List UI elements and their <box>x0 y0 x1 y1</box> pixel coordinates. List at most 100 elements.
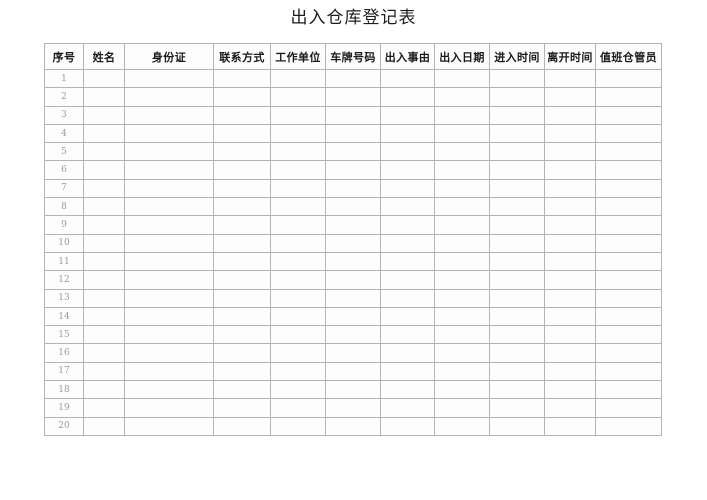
cell-keeper[interactable] <box>595 361 662 382</box>
cell-keeper[interactable] <box>595 270 662 290</box>
cell-contact[interactable] <box>213 87 271 107</box>
cell-id[interactable] <box>124 325 214 345</box>
cell-id[interactable] <box>124 142 214 162</box>
cell-reason[interactable] <box>380 68 435 89</box>
cell-plate[interactable] <box>325 288 381 308</box>
cell-plate[interactable] <box>325 325 381 345</box>
cell-out[interactable] <box>544 288 596 308</box>
cell-contact[interactable] <box>213 251 271 272</box>
cell-name[interactable] <box>83 416 125 436</box>
cell-in[interactable] <box>489 416 545 436</box>
cell-plate[interactable] <box>325 343 381 363</box>
cell-name[interactable] <box>83 87 125 107</box>
cell-plate[interactable] <box>325 215 381 235</box>
cell-reason[interactable] <box>380 142 435 162</box>
cell-name[interactable] <box>83 270 125 290</box>
cell-in[interactable] <box>489 343 545 363</box>
cell-id[interactable] <box>124 343 214 363</box>
cell-plate[interactable] <box>325 105 381 125</box>
cell-contact[interactable] <box>213 343 271 363</box>
cell-name[interactable] <box>83 398 125 418</box>
cell-keeper[interactable] <box>595 306 662 327</box>
cell-reason[interactable] <box>380 123 435 144</box>
cell-out[interactable] <box>544 142 596 162</box>
cell-plate[interactable] <box>325 270 381 290</box>
cell-reason[interactable] <box>380 251 435 272</box>
cell-id[interactable] <box>124 68 214 89</box>
cell-reason[interactable] <box>380 398 435 418</box>
cell-plate[interactable] <box>325 361 381 382</box>
cell-contact[interactable] <box>213 416 271 436</box>
cell-in[interactable] <box>489 68 545 89</box>
cell-keeper[interactable] <box>595 416 662 436</box>
cell-contact[interactable] <box>213 380 271 400</box>
cell-reason[interactable] <box>380 87 435 107</box>
cell-out[interactable] <box>544 160 596 180</box>
cell-reason[interactable] <box>380 105 435 125</box>
cell-date[interactable] <box>434 123 490 144</box>
cell-id[interactable] <box>124 123 214 144</box>
cell-unit[interactable] <box>270 233 326 253</box>
cell-date[interactable] <box>434 68 490 89</box>
cell-out[interactable] <box>544 68 596 89</box>
cell-date[interactable] <box>434 270 490 290</box>
cell-date[interactable] <box>434 233 490 253</box>
cell-reason[interactable] <box>380 178 435 199</box>
cell-id[interactable] <box>124 270 214 290</box>
cell-contact[interactable] <box>213 105 271 125</box>
cell-contact[interactable] <box>213 178 271 199</box>
cell-in[interactable] <box>489 142 545 162</box>
cell-date[interactable] <box>434 325 490 345</box>
cell-in[interactable] <box>489 288 545 308</box>
cell-out[interactable] <box>544 178 596 199</box>
cell-plate[interactable] <box>325 160 381 180</box>
cell-out[interactable] <box>544 105 596 125</box>
cell-plate[interactable] <box>325 178 381 199</box>
cell-id[interactable] <box>124 178 214 199</box>
cell-keeper[interactable] <box>595 325 662 345</box>
cell-out[interactable] <box>544 215 596 235</box>
cell-name[interactable] <box>83 142 125 162</box>
cell-date[interactable] <box>434 178 490 199</box>
cell-id[interactable] <box>124 215 214 235</box>
cell-contact[interactable] <box>213 197 271 217</box>
cell-keeper[interactable] <box>595 380 662 400</box>
cell-date[interactable] <box>434 215 490 235</box>
cell-out[interactable] <box>544 197 596 217</box>
cell-unit[interactable] <box>270 398 326 418</box>
cell-out[interactable] <box>544 325 596 345</box>
cell-plate[interactable] <box>325 142 381 162</box>
cell-name[interactable] <box>83 123 125 144</box>
cell-keeper[interactable] <box>595 251 662 272</box>
cell-out[interactable] <box>544 398 596 418</box>
cell-contact[interactable] <box>213 160 271 180</box>
cell-date[interactable] <box>434 380 490 400</box>
cell-keeper[interactable] <box>595 343 662 363</box>
cell-plate[interactable] <box>325 306 381 327</box>
cell-keeper[interactable] <box>595 215 662 235</box>
cell-unit[interactable] <box>270 215 326 235</box>
cell-date[interactable] <box>434 105 490 125</box>
cell-in[interactable] <box>489 87 545 107</box>
cell-date[interactable] <box>434 306 490 327</box>
cell-name[interactable] <box>83 251 125 272</box>
cell-keeper[interactable] <box>595 142 662 162</box>
cell-name[interactable] <box>83 343 125 363</box>
cell-unit[interactable] <box>270 178 326 199</box>
cell-reason[interactable] <box>380 306 435 327</box>
cell-plate[interactable] <box>325 416 381 436</box>
cell-name[interactable] <box>83 68 125 89</box>
cell-date[interactable] <box>434 398 490 418</box>
cell-id[interactable] <box>124 251 214 272</box>
cell-unit[interactable] <box>270 123 326 144</box>
cell-reason[interactable] <box>380 233 435 253</box>
cell-in[interactable] <box>489 123 545 144</box>
cell-name[interactable] <box>83 197 125 217</box>
cell-name[interactable] <box>83 380 125 400</box>
cell-plate[interactable] <box>325 87 381 107</box>
cell-unit[interactable] <box>270 380 326 400</box>
cell-plate[interactable] <box>325 251 381 272</box>
cell-unit[interactable] <box>270 343 326 363</box>
cell-contact[interactable] <box>213 398 271 418</box>
cell-in[interactable] <box>489 361 545 382</box>
